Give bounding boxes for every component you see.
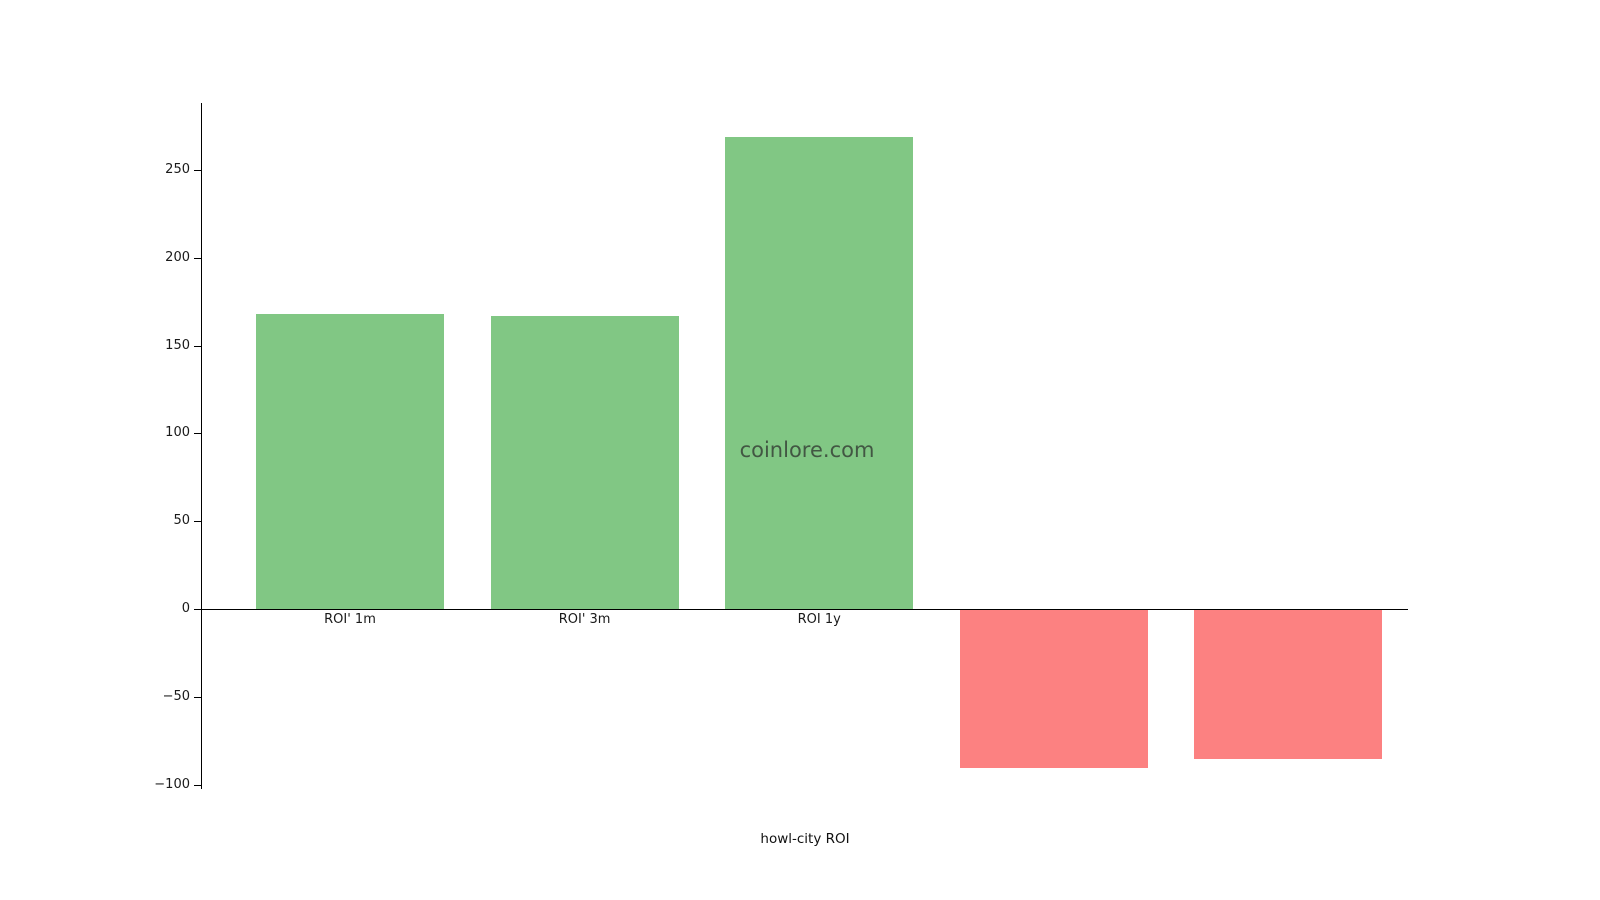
coinlore-watermark: coinlore.com [739, 438, 875, 462]
bar-roi-3m [490, 315, 679, 609]
y-tick-label: 150 [165, 337, 190, 353]
y-axis-spine [201, 103, 202, 789]
y-tick-label: 250 [165, 162, 190, 177]
x-tick-label: ROI' 3m [558, 612, 611, 627]
x-tick-label: ROI 1y [797, 612, 841, 627]
y-tick-mark [194, 257, 201, 259]
y-tick-label: 50 [173, 513, 190, 529]
bar-roi-1m [256, 313, 444, 609]
bar-roi-1y [725, 136, 914, 609]
y-tick-label: 100 [165, 425, 190, 441]
y-tick-label: −100 [154, 776, 190, 792]
y-tick-mark [194, 521, 201, 523]
y-tick-label: 200 [165, 249, 190, 265]
y-tick-mark [194, 345, 201, 347]
y-tick-label: 0 [181, 601, 190, 616]
x-axis-zero-line [202, 609, 1408, 610]
chart-title: howl-city ROI [760, 831, 850, 847]
y-tick-mark [194, 170, 201, 171]
y-tick-label: −50 [162, 688, 190, 704]
y-tick-mark [194, 696, 201, 698]
bar-negative-3 [959, 610, 1148, 769]
x-tick-label: ROI' 1m [324, 612, 376, 627]
y-tick-mark [194, 433, 201, 435]
y-tick-mark [194, 784, 201, 786]
bar-negative-4 [1194, 610, 1383, 760]
y-tick-mark [194, 609, 201, 610]
